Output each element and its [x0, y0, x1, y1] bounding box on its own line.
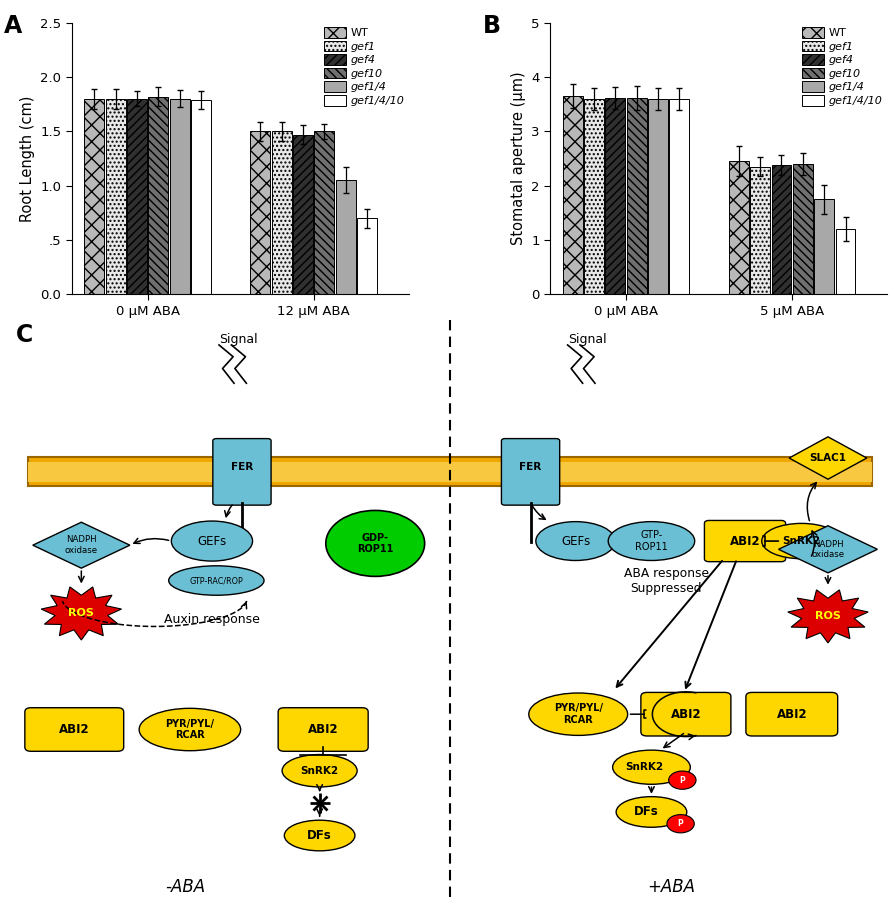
Text: SLAC1: SLAC1 — [809, 453, 847, 463]
Polygon shape — [789, 437, 866, 479]
Bar — [771, 165, 791, 294]
Legend: WT, gef1, gef4, gef10, gef1/4, gef1/4/10: WT, gef1, gef4, gef10, gef1/4, gef1/4/10 — [798, 24, 886, 110]
Text: DFs: DFs — [633, 805, 659, 818]
Bar — [728, 161, 749, 294]
Text: ABI2: ABI2 — [308, 723, 339, 736]
Bar — [149, 97, 168, 294]
Legend: WT, gef1, gef4, gef10, gef1/4, gef1/4/10: WT, gef1, gef4, gef10, gef1/4, gef1/4/10 — [320, 24, 408, 110]
Text: PYR/PYL/
RCAR: PYR/PYL/ RCAR — [554, 703, 603, 725]
Polygon shape — [788, 590, 868, 643]
Ellipse shape — [282, 755, 358, 787]
Text: SnRK2: SnRK2 — [300, 766, 339, 776]
Text: Signal: Signal — [220, 333, 258, 345]
Bar — [191, 100, 211, 294]
Text: A: A — [4, 14, 22, 38]
Circle shape — [667, 814, 694, 833]
FancyBboxPatch shape — [641, 692, 731, 736]
Text: ROS: ROS — [68, 608, 94, 618]
Bar — [669, 99, 689, 294]
Text: ROS: ROS — [815, 611, 841, 621]
Ellipse shape — [536, 522, 616, 561]
Bar — [814, 199, 834, 294]
Bar — [358, 218, 377, 294]
Text: NADPH
oxidase: NADPH oxidase — [812, 540, 845, 559]
Text: SnRK2: SnRK2 — [782, 536, 821, 546]
Ellipse shape — [171, 521, 253, 561]
FancyBboxPatch shape — [213, 439, 271, 506]
Text: GEFs: GEFs — [197, 535, 227, 547]
FancyBboxPatch shape — [704, 520, 786, 562]
Text: B: B — [483, 14, 501, 38]
Bar — [584, 99, 604, 294]
Bar — [84, 99, 104, 294]
Text: FER: FER — [231, 462, 253, 472]
Bar — [563, 96, 582, 294]
Bar — [606, 98, 625, 294]
Ellipse shape — [613, 750, 690, 785]
FancyBboxPatch shape — [29, 461, 872, 482]
Text: ABI2: ABI2 — [729, 535, 761, 547]
Bar — [169, 99, 190, 294]
Text: ABI2: ABI2 — [670, 708, 702, 720]
Ellipse shape — [284, 820, 355, 851]
Text: GTP-RAC/ROP: GTP-RAC/ROP — [189, 576, 243, 585]
Text: NADPH
oxidase: NADPH oxidase — [65, 535, 98, 554]
Circle shape — [326, 510, 425, 576]
Text: DFs: DFs — [307, 829, 332, 842]
Y-axis label: Root Length (cm): Root Length (cm) — [20, 95, 35, 222]
Text: ABI2: ABI2 — [777, 708, 807, 720]
Bar — [793, 164, 813, 294]
Text: PYR/PYL/
RCAR: PYR/PYL/ RCAR — [166, 718, 214, 740]
Bar — [314, 131, 334, 294]
Text: -ABA: -ABA — [166, 878, 205, 896]
Text: GEFs: GEFs — [561, 535, 590, 547]
Text: C: C — [16, 323, 33, 347]
Text: P: P — [679, 776, 685, 785]
Text: Auxin response: Auxin response — [164, 613, 260, 626]
Polygon shape — [779, 525, 877, 573]
Bar — [648, 99, 668, 294]
Text: GDP-
ROP11: GDP- ROP11 — [357, 533, 393, 554]
Text: Signal: Signal — [568, 333, 607, 345]
Polygon shape — [41, 587, 122, 640]
Bar — [106, 99, 125, 294]
Ellipse shape — [762, 524, 841, 559]
Polygon shape — [33, 522, 130, 568]
Bar — [250, 131, 271, 294]
Text: SnRK2: SnRK2 — [625, 762, 663, 772]
FancyBboxPatch shape — [25, 708, 124, 751]
Text: GTP-
ROP11: GTP- ROP11 — [635, 530, 668, 552]
Bar — [836, 229, 856, 294]
Circle shape — [668, 771, 696, 789]
Text: ABA response
Suppressed: ABA response Suppressed — [624, 566, 709, 594]
Ellipse shape — [139, 708, 241, 751]
Bar — [336, 180, 356, 294]
Bar — [127, 99, 147, 294]
Bar — [627, 98, 647, 294]
Ellipse shape — [529, 693, 627, 736]
Ellipse shape — [168, 565, 264, 595]
Bar — [271, 131, 291, 294]
Text: +ABA: +ABA — [647, 878, 695, 896]
Text: P: P — [677, 819, 684, 828]
FancyBboxPatch shape — [502, 439, 560, 506]
Text: ABI2: ABI2 — [59, 723, 90, 736]
Bar — [750, 167, 770, 294]
Y-axis label: Stomatal aperture (μm): Stomatal aperture (μm) — [511, 72, 526, 246]
Ellipse shape — [616, 796, 686, 827]
Ellipse shape — [608, 522, 694, 561]
Bar — [293, 135, 313, 294]
Text: FER: FER — [520, 462, 542, 472]
FancyBboxPatch shape — [29, 457, 872, 487]
FancyBboxPatch shape — [745, 692, 838, 736]
FancyBboxPatch shape — [278, 708, 368, 751]
